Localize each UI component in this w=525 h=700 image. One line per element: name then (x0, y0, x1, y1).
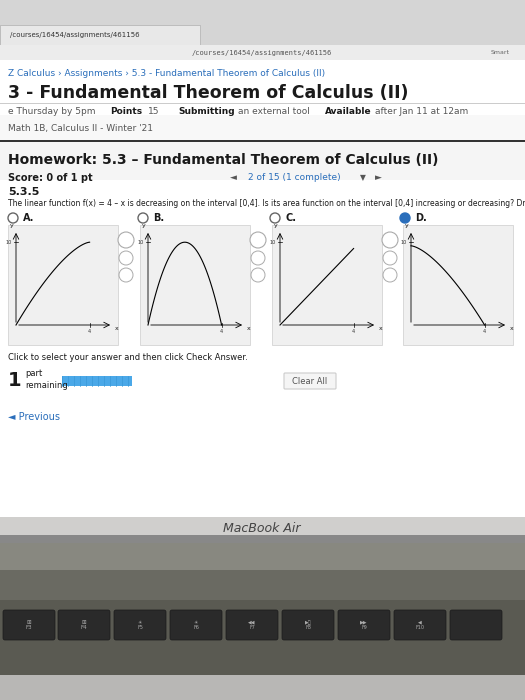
Text: x: x (379, 326, 383, 330)
Text: x: x (115, 326, 119, 330)
Circle shape (251, 268, 265, 282)
Bar (0, 517, 525, 535)
Text: y: y (142, 223, 146, 228)
Bar (8, 225, 118, 345)
Bar (0, 115, 525, 140)
Bar (140, 225, 250, 345)
Text: 4: 4 (352, 329, 355, 334)
FancyBboxPatch shape (394, 610, 446, 640)
Text: 15: 15 (148, 108, 160, 116)
Text: x: x (510, 326, 514, 330)
Bar (0, 0, 525, 85)
Text: ◄ Previous: ◄ Previous (8, 412, 60, 422)
Text: C.: C. (285, 213, 296, 223)
Text: part: part (25, 370, 42, 379)
Text: Smart: Smart (491, 50, 510, 55)
Text: y: y (405, 223, 409, 228)
Text: Submitting: Submitting (178, 108, 235, 116)
Bar (62, 376, 132, 386)
Text: 3 - Fundamental Theorem of Calculus (II): 3 - Fundamental Theorem of Calculus (II) (8, 84, 408, 102)
Circle shape (118, 232, 134, 248)
Text: Points: Points (110, 108, 142, 116)
Text: Homework: 5.3 – Fundamental Theorem of Calculus (II): Homework: 5.3 – Fundamental Theorem of C… (8, 153, 438, 167)
Text: an external tool: an external tool (238, 108, 310, 116)
Text: remaining: remaining (25, 381, 68, 389)
Circle shape (400, 213, 410, 223)
Bar (272, 225, 382, 345)
Text: 1: 1 (8, 370, 22, 389)
FancyBboxPatch shape (58, 610, 110, 640)
Text: ☀
F5: ☀ F5 (137, 620, 143, 631)
Circle shape (251, 251, 265, 265)
FancyBboxPatch shape (170, 610, 222, 640)
Bar (0, 142, 525, 180)
Circle shape (383, 251, 397, 265)
Bar (0, 0, 525, 60)
Text: ⊞
F4: ⊞ F4 (81, 620, 87, 631)
Text: 5.3.5: 5.3.5 (8, 187, 39, 197)
Text: MacBook Air: MacBook Air (223, 522, 301, 535)
Text: Score: 0 of 1 pt: Score: 0 of 1 pt (8, 173, 92, 183)
Bar (0, 25, 200, 45)
Text: Z Calculus › Assignments › 5.3 - Fundamental Theorem of Calculus (II): Z Calculus › Assignments › 5.3 - Fundame… (8, 69, 325, 78)
Text: ◄: ◄ (230, 174, 237, 183)
FancyBboxPatch shape (282, 610, 334, 640)
Bar (0, 543, 525, 700)
Circle shape (250, 232, 266, 248)
Text: Click to select your answer and then click Check Answer.: Click to select your answer and then cli… (8, 353, 248, 361)
Text: 4: 4 (483, 329, 486, 334)
Text: 4: 4 (88, 329, 91, 334)
Text: after Jan 11 at 12am: after Jan 11 at 12am (375, 108, 468, 116)
Bar (0, 60, 525, 535)
FancyBboxPatch shape (3, 610, 55, 640)
Circle shape (382, 232, 398, 248)
Text: A.: A. (23, 213, 34, 223)
Bar (0, 675, 525, 700)
Circle shape (119, 268, 133, 282)
Bar (0, 535, 525, 543)
Text: y: y (274, 223, 278, 228)
Text: 10: 10 (270, 239, 276, 245)
Text: x: x (247, 326, 251, 330)
Text: Clear All: Clear All (292, 377, 328, 386)
Bar (0, 140, 525, 142)
Text: ▶⏸
F8: ▶⏸ F8 (304, 620, 311, 631)
Bar (403, 225, 513, 345)
Text: y: y (10, 223, 14, 228)
Circle shape (383, 268, 397, 282)
Text: The linear function f(x) = 4 – x is decreasing on the interval [0,4]. Is its are: The linear function f(x) = 4 – x is decr… (8, 199, 525, 207)
Circle shape (119, 251, 133, 265)
Text: /courses/16454/assignments/461156: /courses/16454/assignments/461156 (10, 32, 140, 38)
Text: ►: ► (375, 174, 382, 183)
Text: e Thursday by 5pm: e Thursday by 5pm (8, 108, 96, 116)
Text: 10: 10 (6, 239, 12, 245)
Text: ▶▶
F9: ▶▶ F9 (360, 620, 368, 631)
Bar (0, 600, 525, 700)
Text: Available: Available (325, 108, 372, 116)
FancyBboxPatch shape (338, 610, 390, 640)
Text: 10: 10 (138, 239, 144, 245)
FancyBboxPatch shape (284, 373, 336, 389)
Text: Math 1B, Calculus II - Winter '21: Math 1B, Calculus II - Winter '21 (8, 123, 153, 132)
Text: /courses/16454/assignments/461156: /courses/16454/assignments/461156 (192, 50, 332, 56)
FancyBboxPatch shape (226, 610, 278, 640)
Bar (0, 103, 525, 104)
Text: ◀
F10: ◀ F10 (415, 620, 425, 631)
Bar (0, 45, 525, 60)
FancyBboxPatch shape (114, 610, 166, 640)
Text: ⊞
F3: ⊞ F3 (26, 620, 33, 631)
Text: 2 of 15 (1 complete): 2 of 15 (1 complete) (248, 174, 341, 183)
Text: 4: 4 (220, 329, 223, 334)
Bar (0, 60, 525, 535)
Text: B.: B. (153, 213, 164, 223)
Text: ◀◀
F7: ◀◀ F7 (248, 620, 256, 631)
Bar (0, 570, 525, 700)
Text: 10: 10 (401, 239, 407, 245)
Text: ☀
F6: ☀ F6 (193, 620, 199, 631)
FancyBboxPatch shape (450, 610, 502, 640)
Text: D.: D. (415, 213, 427, 223)
Text: ▼: ▼ (360, 174, 366, 183)
